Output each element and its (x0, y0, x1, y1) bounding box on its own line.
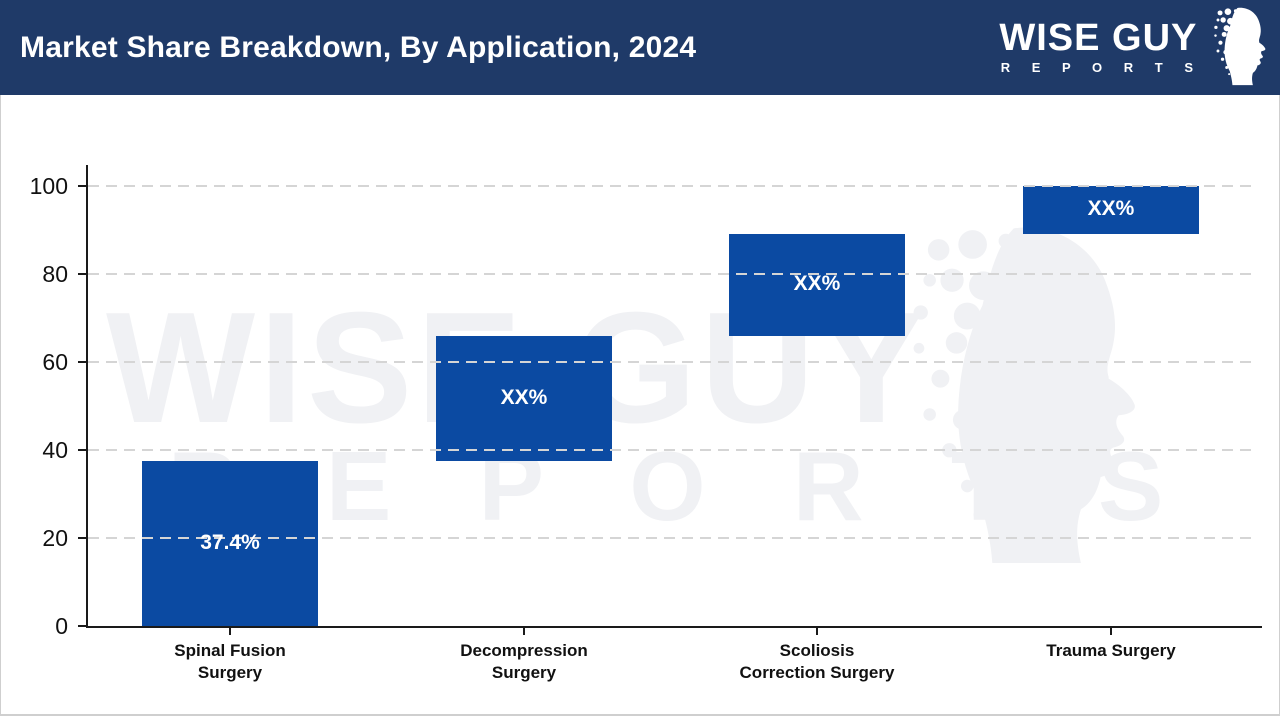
gridline-20 (88, 537, 1258, 539)
gridline-80 (88, 273, 1258, 275)
bar-value-label: XX% (793, 272, 841, 295)
y-tick-mark (78, 625, 86, 627)
bar-value-label: 37.4% (200, 530, 260, 554)
x-tick-mark (816, 628, 818, 635)
y-tick-mark (78, 537, 86, 539)
bar-value-label: XX% (1087, 197, 1135, 221)
x-axis-line (86, 626, 1262, 628)
brand-logo: WISE GUY R E P O R T S (995, 4, 1268, 88)
category-label: Scoliosis Correction Surgery (739, 641, 895, 682)
brand-wordmark: WISE GUY R E P O R T S (995, 18, 1202, 75)
y-tick-label: 40 (42, 437, 68, 463)
category-label: Spinal Fusion Surgery (174, 641, 286, 682)
chart-plot-area: 0 20 40 60 80 100 37.4% XX% XX% XX% Spinal Fusion … (0, 95, 1280, 716)
bar-scoliosis-correction-surgery (729, 234, 905, 336)
y-tick-label: 20 (42, 525, 68, 551)
y-tick-label: 80 (42, 261, 68, 287)
bar-trauma-surgery (1023, 186, 1199, 235)
page-title: Market Share Breakdown, By Application, … (20, 30, 697, 64)
x-tick-mark (1110, 628, 1112, 635)
y-tick-mark (78, 273, 86, 275)
gridline-100 (88, 185, 1258, 187)
x-tick-mark (229, 628, 231, 635)
y-axis-line (86, 165, 88, 628)
y-tick-label: 100 (29, 173, 68, 199)
gridline-40 (88, 449, 1258, 451)
gridline-60 (88, 361, 1258, 363)
category-label: Decompression Surgery (460, 641, 588, 682)
wiseguy-face-icon (1206, 4, 1268, 88)
brand-subtitle: R E P O R T S (1000, 59, 1202, 75)
category-label: Trauma Surgery (1046, 641, 1176, 660)
bar-decompression-surgery (436, 335, 612, 462)
bar-value-label: XX% (500, 385, 548, 409)
y-tick-mark (78, 449, 86, 451)
y-tick-mark (78, 361, 86, 363)
y-tick-label: 60 (42, 349, 68, 375)
y-tick-label: 0 (55, 613, 68, 639)
brand-name: WISE GUY (999, 16, 1198, 59)
bar-spinal-fusion-surgery (142, 461, 318, 626)
y-tick-mark (78, 185, 86, 187)
x-tick-mark (523, 628, 525, 635)
header-bar: Market Share Breakdown, By Application, … (0, 0, 1280, 95)
